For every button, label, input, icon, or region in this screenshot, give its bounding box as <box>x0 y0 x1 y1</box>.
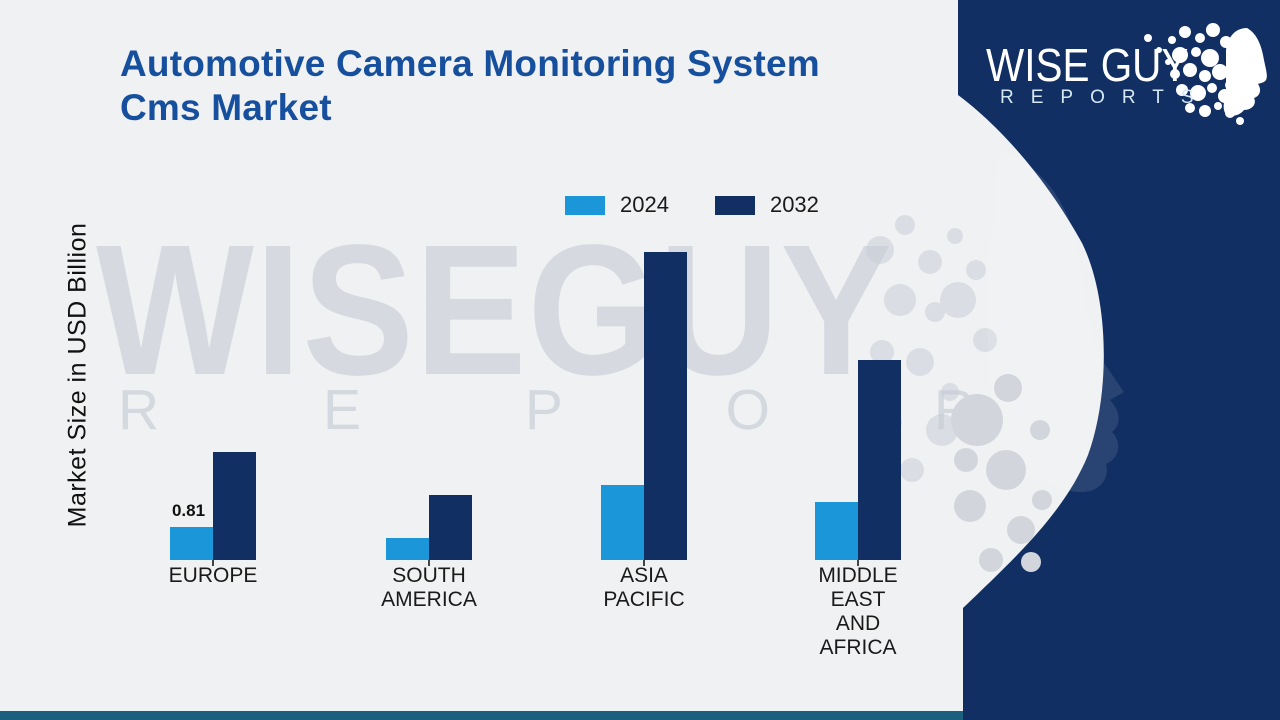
bar-middle-east-and-africa-2032 <box>858 360 901 560</box>
x-axis-tick <box>857 560 859 566</box>
category-label-south-america: SOUTH AMERICA <box>381 564 477 611</box>
bar-middle-east-and-africa-2024 <box>815 502 858 560</box>
category-label-middle-east-and-africa: MIDDLE EAST AND AFRICA <box>818 564 898 659</box>
bar-south-america-2024 <box>386 538 429 560</box>
bar-asia-pacific-2024 <box>601 485 644 560</box>
legend-2032-swatch <box>714 195 755 215</box>
category-label-europe: EUROPE <box>168 564 258 587</box>
bar-europe-2024 <box>170 527 213 560</box>
page-title: Automotive Camera Monitoring System Cms … <box>120 42 820 130</box>
logo-reports-text: REPORTS <box>1000 87 1211 108</box>
chart-legend: 2024 2032 <box>565 192 819 218</box>
legend-2032-label: 2032 <box>769 192 819 217</box>
logo-wiseguy-text: WISE GUY <box>986 39 1189 91</box>
page-title-line2: Cms Market <box>120 87 332 128</box>
legend-2024-label: 2024 <box>620 192 669 217</box>
page-title-line1: Automotive Camera Monitoring System <box>120 43 820 84</box>
legend-item-2032: 2032 <box>714 192 819 218</box>
bar-europe-2032 <box>213 452 256 560</box>
category-label-asia-pacific: ASIA PACIFIC <box>603 564 685 611</box>
legend-2024-swatch <box>565 195 605 215</box>
x-axis-tick <box>212 560 214 566</box>
bar-value-label: 0.81 <box>171 501 206 520</box>
watermark-wiseguy-text: WISEGUY <box>96 207 893 414</box>
x-axis-tick <box>428 560 430 566</box>
bar-asia-pacific-2032 <box>644 252 687 560</box>
legend-item-2024: 2024 <box>565 192 669 218</box>
bar-south-america-2032 <box>429 495 472 560</box>
footer-accent-strip <box>0 711 963 720</box>
x-axis-tick <box>643 560 645 566</box>
